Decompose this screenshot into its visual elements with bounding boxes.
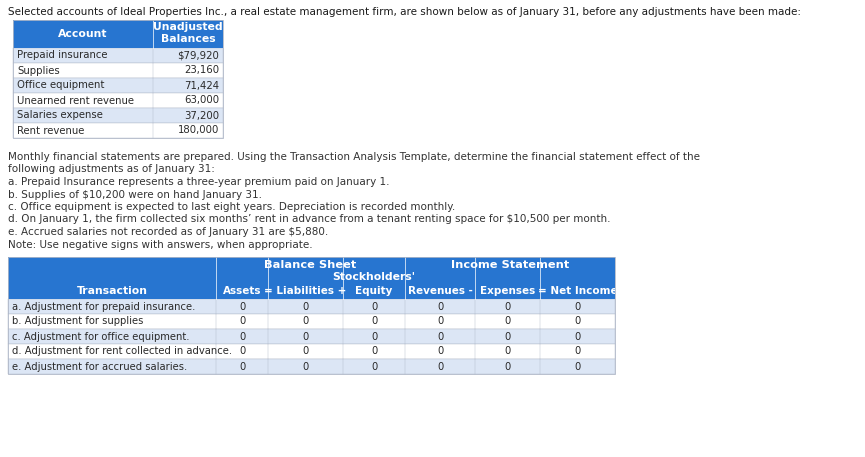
Text: 63,000: 63,000 [184, 96, 219, 106]
Text: 0: 0 [504, 331, 510, 341]
Text: Income Statement: Income Statement [451, 260, 569, 270]
Text: 0: 0 [574, 302, 580, 312]
Text: Expenses: Expenses [480, 286, 535, 296]
Text: 0: 0 [303, 331, 309, 341]
Text: 0: 0 [574, 317, 580, 326]
Text: 0: 0 [371, 361, 377, 372]
Text: Note: Use negative signs with answers, when appropriate.: Note: Use negative signs with answers, w… [8, 239, 312, 250]
Text: 0: 0 [303, 361, 309, 372]
Text: 0: 0 [437, 317, 443, 326]
Text: 0: 0 [574, 346, 580, 356]
Text: a. Adjustment for prepaid insurance.: a. Adjustment for prepaid insurance. [12, 302, 195, 312]
Bar [13, 20, 223, 138]
Text: Unadjusted: Unadjusted [153, 22, 223, 32]
Text: Equity: Equity [356, 286, 393, 296]
Text: b. Supplies of $10,200 were on hand January 31.: b. Supplies of $10,200 were on hand Janu… [8, 190, 262, 200]
Text: Balances: Balances [161, 34, 215, 44]
Bar [13, 108, 223, 123]
Text: Rent revenue: Rent revenue [17, 126, 85, 135]
Text: Supplies: Supplies [17, 65, 60, 75]
Text: Selected accounts of Ideal Properties Inc., a real estate management firm, are s: Selected accounts of Ideal Properties In… [8, 7, 801, 17]
Text: 0: 0 [437, 361, 443, 372]
Text: a. Prepaid Insurance represents a three-year premium paid on January 1.: a. Prepaid Insurance represents a three-… [8, 177, 389, 187]
Bar [8, 329, 615, 344]
Bar [8, 359, 615, 374]
Text: 0: 0 [239, 361, 245, 372]
Bar [8, 299, 615, 314]
Text: 0: 0 [303, 302, 309, 312]
Bar [8, 257, 615, 299]
Text: following adjustments as of January 31:: following adjustments as of January 31: [8, 165, 215, 175]
Text: Balance Sheet: Balance Sheet [265, 260, 356, 270]
Text: 0: 0 [371, 331, 377, 341]
Text: e. Adjustment for accrued salaries.: e. Adjustment for accrued salaries. [12, 361, 187, 372]
Text: e. Accrued salaries not recorded as of January 31 are $5,880.: e. Accrued salaries not recorded as of J… [8, 227, 328, 237]
Text: $79,920: $79,920 [177, 51, 219, 60]
Text: c. Office equipment is expected to last eight years. Depreciation is recorded mo: c. Office equipment is expected to last … [8, 202, 455, 212]
Text: Assets: Assets [223, 286, 261, 296]
Text: = Net Income: = Net Income [538, 286, 618, 296]
Bar [13, 20, 223, 48]
Bar [13, 63, 223, 78]
Text: 0: 0 [239, 317, 245, 326]
Text: Office equipment: Office equipment [17, 80, 105, 90]
Text: c. Adjustment for office equipment.: c. Adjustment for office equipment. [12, 331, 189, 341]
Text: 23,160: 23,160 [184, 65, 219, 75]
Text: 0: 0 [574, 331, 580, 341]
Text: 37,200: 37,200 [184, 111, 219, 121]
Text: 0: 0 [239, 302, 245, 312]
Text: 0: 0 [574, 361, 580, 372]
Bar [13, 93, 223, 108]
Text: d. Adjustment for rent collected in advance.: d. Adjustment for rent collected in adva… [12, 346, 232, 356]
Bar [13, 123, 223, 138]
Text: 0: 0 [303, 346, 309, 356]
Text: Stockholders': Stockholders' [332, 272, 415, 282]
Bar [8, 314, 615, 329]
Bar [8, 257, 615, 374]
Text: 0: 0 [239, 331, 245, 341]
Text: 0: 0 [504, 346, 510, 356]
Text: Monthly financial statements are prepared. Using the Transaction Analysis Templa: Monthly financial statements are prepare… [8, 152, 700, 162]
Text: 0: 0 [437, 302, 443, 312]
Text: 0: 0 [504, 361, 510, 372]
Text: 71,424: 71,424 [184, 80, 219, 90]
Text: 180,000: 180,000 [177, 126, 219, 135]
Text: 0: 0 [239, 346, 245, 356]
Text: Revenues -: Revenues - [407, 286, 472, 296]
Text: Unearned rent revenue: Unearned rent revenue [17, 96, 134, 106]
Text: b. Adjustment for supplies: b. Adjustment for supplies [12, 317, 144, 326]
Text: Transaction: Transaction [76, 286, 148, 296]
Text: 0: 0 [504, 317, 510, 326]
Text: 0: 0 [371, 302, 377, 312]
Text: Prepaid insurance: Prepaid insurance [17, 51, 107, 60]
Bar [13, 48, 223, 63]
Text: 0: 0 [437, 331, 443, 341]
Bar [13, 78, 223, 93]
Text: 0: 0 [437, 346, 443, 356]
Text: 0: 0 [371, 346, 377, 356]
Bar [8, 344, 615, 359]
Text: = Liabilities +: = Liabilities + [265, 286, 347, 296]
Text: 0: 0 [303, 317, 309, 326]
Text: Salaries expense: Salaries expense [17, 111, 103, 121]
Text: d. On January 1, the firm collected six months’ rent in advance from a tenant re: d. On January 1, the firm collected six … [8, 214, 611, 224]
Text: 0: 0 [504, 302, 510, 312]
Text: Account: Account [58, 29, 108, 39]
Text: 0: 0 [371, 317, 377, 326]
